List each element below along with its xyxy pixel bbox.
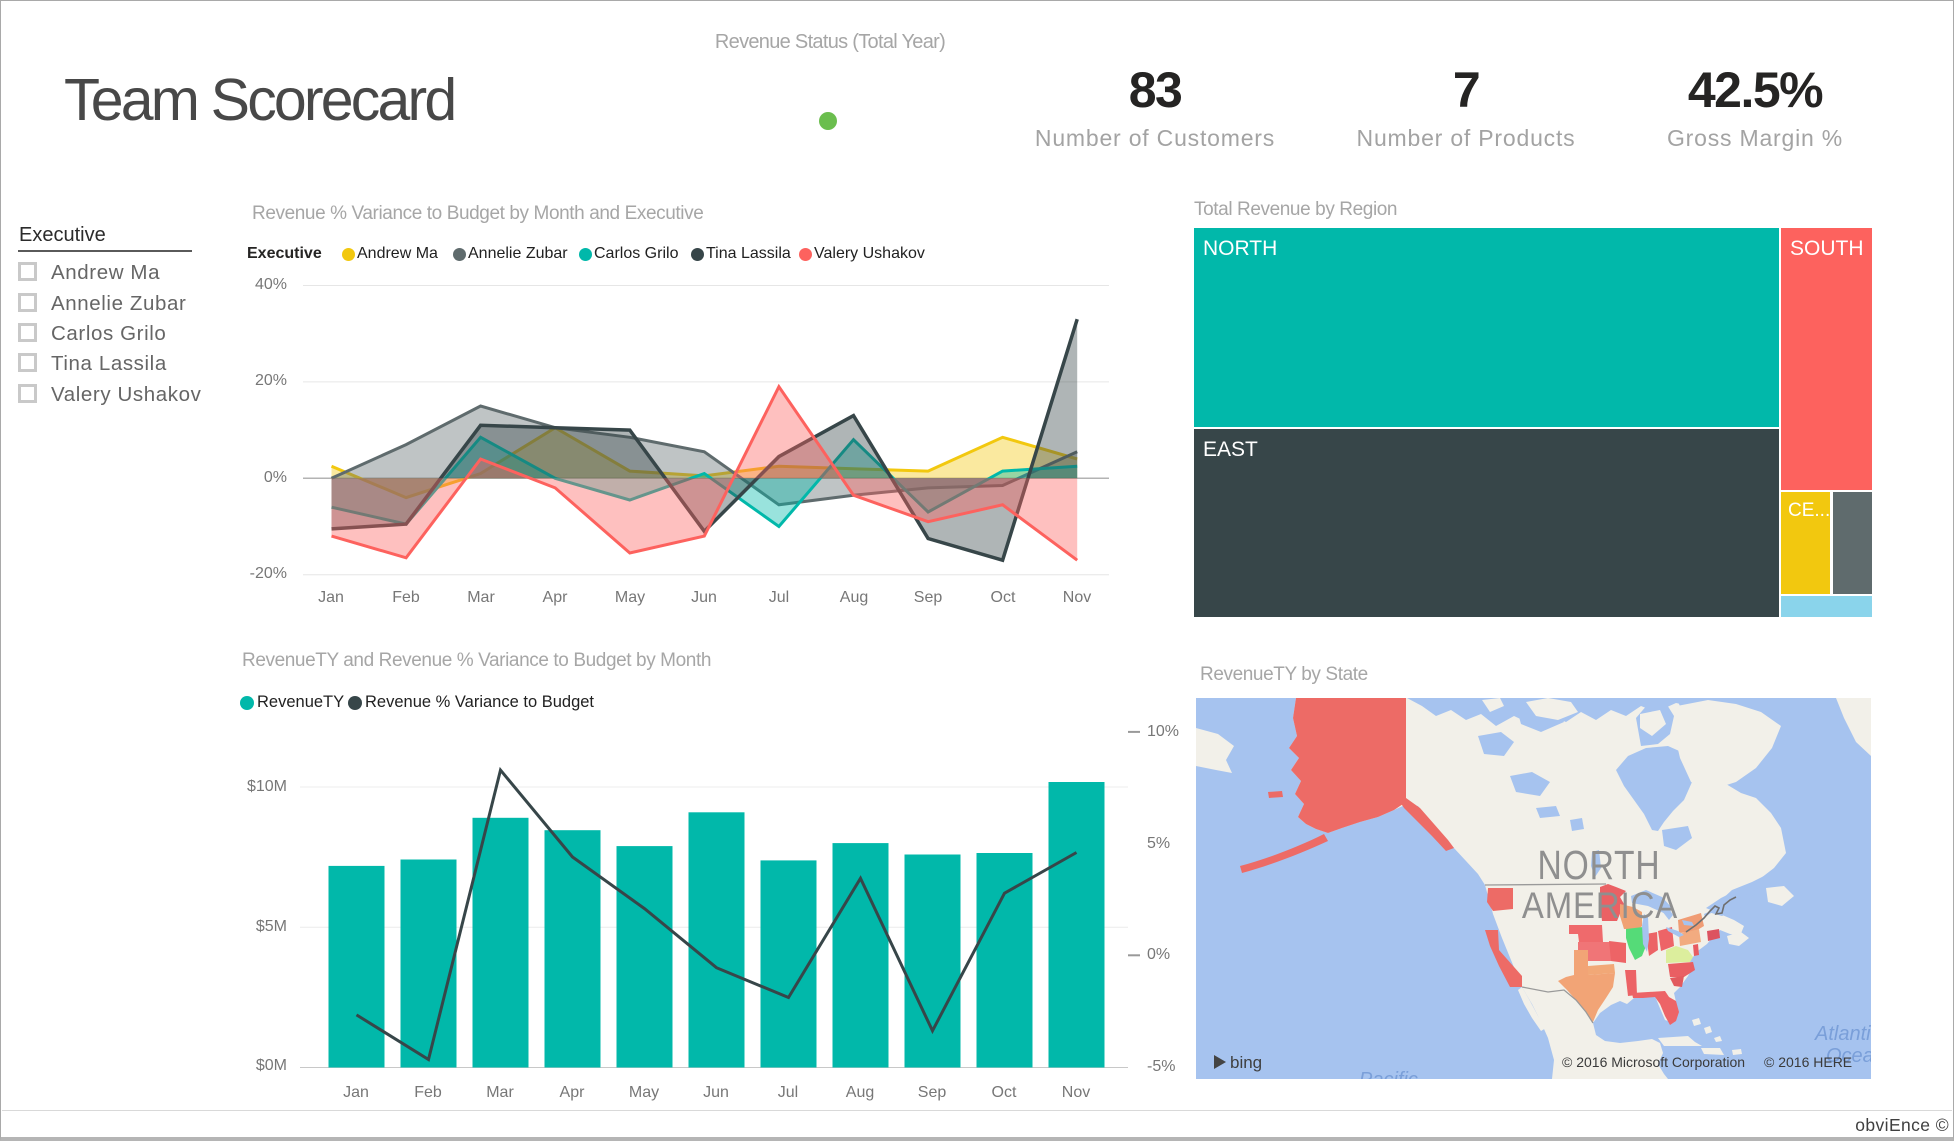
svg-text:AMERICA: AMERICA bbox=[1522, 885, 1678, 926]
svg-text:© 2016 Microsoft Corporation: © 2016 Microsoft Corporation bbox=[1562, 1054, 1745, 1070]
svg-text:NORTH: NORTH bbox=[1537, 842, 1660, 888]
svg-text:© 2016 HERE: © 2016 HERE bbox=[1764, 1054, 1852, 1070]
svg-text:Ocean: Ocean bbox=[1826, 1045, 1871, 1067]
svg-text:Pacific: Pacific bbox=[1359, 1069, 1418, 1079]
svg-text:bing: bing bbox=[1230, 1053, 1262, 1072]
svg-text:Atlantic: Atlantic bbox=[1814, 1023, 1871, 1045]
